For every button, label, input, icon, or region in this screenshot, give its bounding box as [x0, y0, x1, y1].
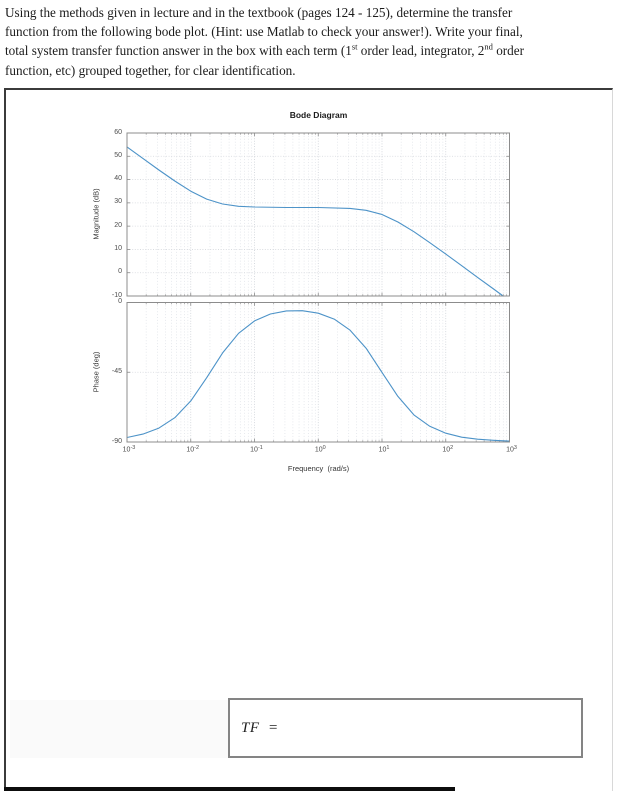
problem-line-1: Using the methods given in lecture and i…: [5, 5, 513, 20]
frequency-tick-label: 10-3: [122, 445, 136, 454]
magnitude-tick-label: -10: [111, 291, 122, 299]
magnitude-tick-label: 20: [114, 221, 122, 229]
chart-title: Bode Diagram: [289, 110, 348, 120]
problem-line-4: function, etc) grouped together, for cle…: [5, 62, 296, 78]
superscript-nd: nd: [484, 42, 493, 53]
magnitude-tick-label: 40: [114, 175, 122, 183]
frequency-tick-label: 102: [442, 445, 454, 454]
magnitude-axis-label: Magnitude (dB): [91, 188, 101, 240]
answer-box: TF =: [228, 698, 583, 758]
magnitude-tick-label: 50: [114, 151, 122, 159]
problem-line-3c: order: [492, 43, 525, 59]
problem-line-2: function from the following bode plot. (…: [5, 24, 523, 40]
answer-box-label: TF =: [241, 719, 279, 736]
figure-border-box: [4, 88, 613, 791]
phase-tick-label: 0: [118, 298, 122, 305]
frequency-tick-label: 101: [378, 445, 390, 454]
magnitude-tick-label: 60: [114, 128, 122, 136]
scan-edge-artifact: [4, 787, 455, 791]
problem-line-3b: order lead, integrator, 2: [357, 43, 485, 59]
magnitude-tick-label: 10: [114, 244, 122, 252]
frequency-tick-label: 10-2: [186, 445, 200, 454]
magnitude-tick-label: 0: [118, 268, 122, 276]
problem-line-3a: total system transfer function answer in…: [5, 43, 352, 59]
phase-tick-label: -90: [111, 437, 122, 445]
frequency-tick-label: 100: [314, 445, 326, 454]
scan-shading-area: [10, 700, 228, 758]
frequency-tick-label: 103: [506, 445, 517, 454]
phase-tick-label: -45: [111, 367, 122, 375]
frequency-axis-label: Frequency (rad/s): [287, 464, 350, 473]
frequency-tick-label: 10-1: [250, 445, 263, 454]
phase-axis-label: Phase (deg): [91, 351, 101, 393]
superscript-st: st: [351, 42, 358, 53]
problem-statement: Using the methods given in lecture and i…: [5, 3, 615, 80]
magnitude-tick-label: 30: [114, 198, 122, 206]
